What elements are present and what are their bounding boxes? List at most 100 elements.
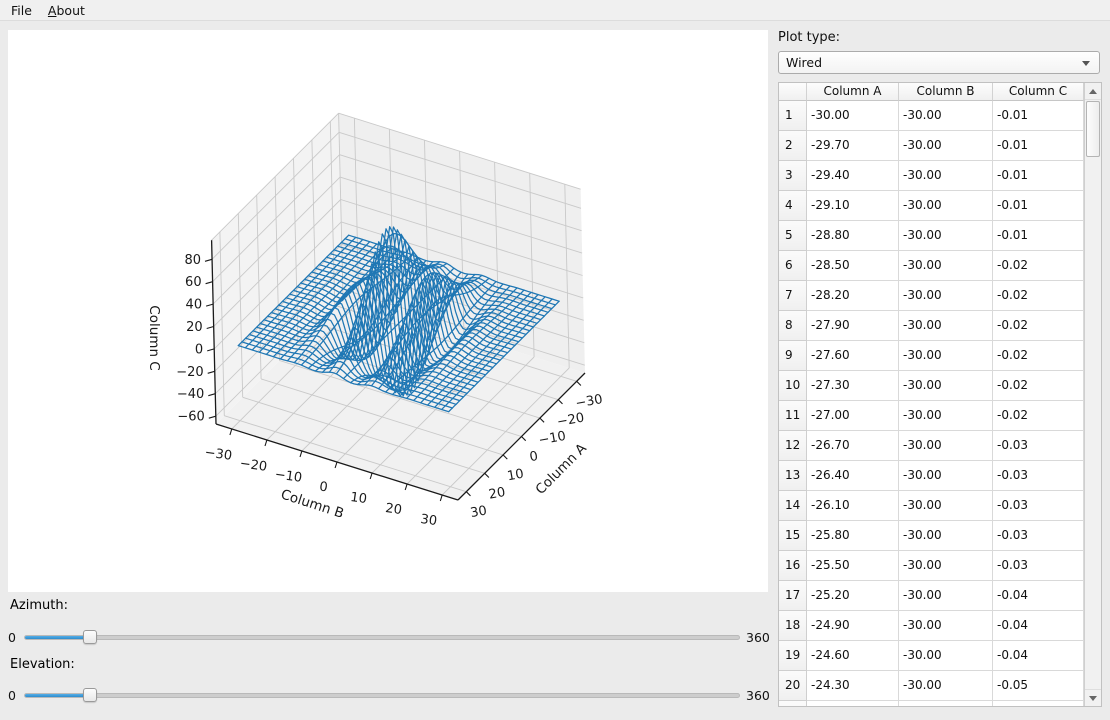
cell-column-a[interactable]: -25.20	[807, 581, 899, 611]
cell-column-c[interactable]: -0.01	[993, 161, 1084, 191]
cell-column-c[interactable]: -0.03	[993, 551, 1084, 581]
cell-column-a[interactable]: -29.40	[807, 161, 899, 191]
elevation-slider-thumb[interactable]	[82, 688, 97, 702]
cell-column-a[interactable]: -26.40	[807, 461, 899, 491]
cell-column-a[interactable]: -24.60	[807, 641, 899, 671]
row-number-cell[interactable]: 11	[779, 401, 807, 431]
cell-column-a[interactable]: -26.10	[807, 491, 899, 521]
cell-column-c[interactable]: -0.01	[993, 101, 1084, 131]
cell-column-b[interactable]: -30.00	[899, 551, 993, 581]
row-number-cell[interactable]: 4	[779, 191, 807, 221]
cell-column-c[interactable]: -0.03	[993, 431, 1084, 461]
row-number-cell[interactable]: 7	[779, 281, 807, 311]
cell-column-b[interactable]: -30.00	[899, 131, 993, 161]
cell-column-b[interactable]: -30.00	[899, 671, 993, 701]
cell-column-c[interactable]: -0.03	[993, 491, 1084, 521]
cell-column-a[interactable]: -27.00	[807, 401, 899, 431]
cell-column-c[interactable]: -0.02	[993, 251, 1084, 281]
cell-column-a[interactable]: -30.00	[807, 101, 899, 131]
cell-column-b[interactable]: -30.00	[899, 401, 993, 431]
azimuth-slider-thumb[interactable]	[82, 630, 97, 644]
cell-column-a[interactable]: -27.90	[807, 311, 899, 341]
cell-column-a[interactable]: -27.60	[807, 341, 899, 371]
cell-column-b[interactable]: -30.00	[899, 311, 993, 341]
cell-column-b[interactable]: -30.00	[899, 521, 993, 551]
table-corner-cell[interactable]	[779, 83, 807, 101]
azimuth-slider[interactable]	[24, 635, 740, 640]
cell-column-b[interactable]: -30.00	[899, 611, 993, 641]
cell-column-b[interactable]: -30.00	[899, 431, 993, 461]
cell-column-b[interactable]: -30.00	[899, 341, 993, 371]
cell-column-b[interactable]: -30.00	[899, 251, 993, 281]
row-number-cell[interactable]: 1	[779, 101, 807, 131]
row-number-cell[interactable]: 16	[779, 551, 807, 581]
cell-column-a[interactable]: -25.50	[807, 551, 899, 581]
column-header-b[interactable]: Column B	[899, 83, 993, 101]
cell-column-b[interactable]: -30.00	[899, 491, 993, 521]
cell-column-a[interactable]: -27.30	[807, 371, 899, 401]
cell-column-b[interactable]	[899, 701, 993, 706]
row-number-cell[interactable]: 6	[779, 251, 807, 281]
cell-column-a[interactable]	[807, 701, 899, 706]
row-number-cell[interactable]: 15	[779, 521, 807, 551]
menu-file[interactable]: File	[11, 2, 32, 18]
menu-about[interactable]: About	[47, 2, 85, 18]
cell-column-c[interactable]: -0.02	[993, 371, 1084, 401]
row-number-cell[interactable]: 3	[779, 161, 807, 191]
cell-column-c[interactable]: -0.04	[993, 641, 1084, 671]
table-scrollbar[interactable]	[1084, 83, 1101, 706]
row-number-cell[interactable]: 19	[779, 641, 807, 671]
cell-column-c[interactable]: -0.05	[993, 671, 1084, 701]
cell-column-c[interactable]: -0.02	[993, 311, 1084, 341]
elevation-slider[interactable]	[24, 693, 740, 698]
cell-column-a[interactable]: -28.20	[807, 281, 899, 311]
row-number-cell[interactable]: 9	[779, 341, 807, 371]
cell-column-b[interactable]: -30.00	[899, 221, 993, 251]
row-number-cell[interactable]: 17	[779, 581, 807, 611]
cell-column-a[interactable]: -28.50	[807, 251, 899, 281]
cell-column-c[interactable]: -0.01	[993, 131, 1084, 161]
row-number-cell[interactable]: 10	[779, 371, 807, 401]
scroll-up-button[interactable]	[1085, 83, 1101, 100]
row-number-cell[interactable]: 5	[779, 221, 807, 251]
cell-column-b[interactable]: -30.00	[899, 641, 993, 671]
cell-column-b[interactable]: -30.00	[899, 581, 993, 611]
cell-column-c[interactable]: -0.04	[993, 581, 1084, 611]
cell-column-a[interactable]: -24.90	[807, 611, 899, 641]
column-header-a[interactable]: Column A	[807, 83, 899, 101]
cell-column-b[interactable]: -30.00	[899, 161, 993, 191]
scroll-down-button[interactable]	[1085, 689, 1101, 706]
cell-column-c[interactable]: -0.04	[993, 611, 1084, 641]
cell-column-a[interactable]: -26.70	[807, 431, 899, 461]
row-number-cell[interactable]	[779, 701, 807, 706]
cell-column-c[interactable]: -0.03	[993, 521, 1084, 551]
cell-column-a[interactable]: -25.80	[807, 521, 899, 551]
row-number-cell[interactable]: 13	[779, 461, 807, 491]
cell-column-b[interactable]: -30.00	[899, 281, 993, 311]
cell-column-c[interactable]: -0.01	[993, 221, 1084, 251]
cell-column-c[interactable]: -0.03	[993, 461, 1084, 491]
row-number-cell[interactable]: 2	[779, 131, 807, 161]
row-number-cell[interactable]: 20	[779, 671, 807, 701]
cell-column-a[interactable]: -24.30	[807, 671, 899, 701]
cell-column-a[interactable]: -28.80	[807, 221, 899, 251]
cell-column-c[interactable]: -0.02	[993, 341, 1084, 371]
cell-column-c[interactable]: -0.01	[993, 191, 1084, 221]
plot-type-select[interactable]: Wired	[778, 51, 1100, 74]
cell-column-c[interactable]: -0.02	[993, 401, 1084, 431]
row-number-cell[interactable]: 14	[779, 491, 807, 521]
row-number-cell[interactable]: 18	[779, 611, 807, 641]
figure-canvas[interactable]: −30 −20 −10 0 10 20 30 −30 −20 −10 0 10 20 30 −60 −40 −2…	[8, 30, 768, 592]
cell-column-c[interactable]: -0.02	[993, 281, 1084, 311]
cell-column-b[interactable]: -30.00	[899, 371, 993, 401]
cell-column-b[interactable]: -30.00	[899, 191, 993, 221]
scrollbar-handle[interactable]	[1086, 101, 1100, 157]
row-number-cell[interactable]: 12	[779, 431, 807, 461]
cell-column-a[interactable]: -29.70	[807, 131, 899, 161]
cell-column-c[interactable]	[993, 701, 1084, 706]
row-number-cell[interactable]: 8	[779, 311, 807, 341]
column-header-c[interactable]: Column C	[993, 83, 1084, 101]
cell-column-b[interactable]: -30.00	[899, 101, 993, 131]
cell-column-a[interactable]: -29.10	[807, 191, 899, 221]
cell-column-b[interactable]: -30.00	[899, 461, 993, 491]
